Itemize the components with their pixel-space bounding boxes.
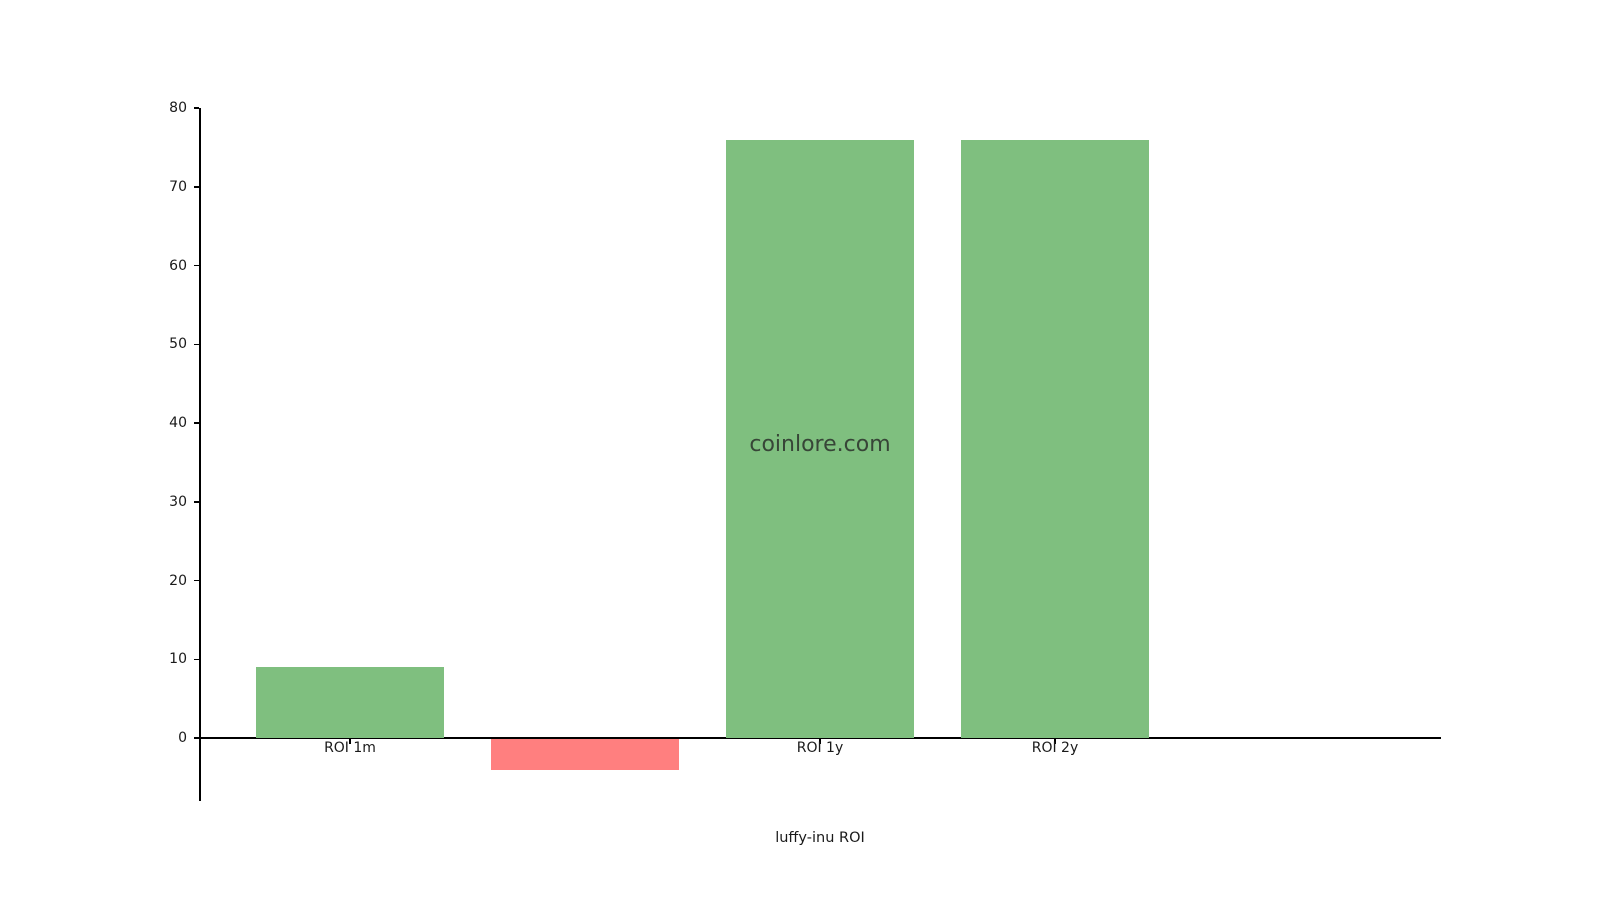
y-tick-label: 60 <box>169 257 187 274</box>
x-tick-label: ROI 2y <box>1031 740 1079 756</box>
y-tick-mark <box>194 186 199 188</box>
y-tick-mark <box>194 343 199 345</box>
x-tick-label: ROI 1m <box>324 740 376 756</box>
y-tick-label: 20 <box>169 572 187 589</box>
y-tick-label: 70 <box>169 178 187 195</box>
x-tick-mark <box>349 738 351 744</box>
bar-roi-1y <box>726 139 914 738</box>
y-tick-mark <box>194 107 199 109</box>
y-tick-mark <box>194 422 199 424</box>
x-tick-mark <box>819 738 821 744</box>
x-tick-label: ROI 1y <box>796 740 844 756</box>
bar-roi-1m <box>256 667 444 738</box>
y-tick-mark <box>194 579 199 582</box>
bar-roi-2y <box>961 139 1149 738</box>
y-tick-label: 40 <box>169 415 187 431</box>
x-tick-mark <box>1054 738 1056 744</box>
y-tick-label: 50 <box>169 336 187 353</box>
y-tick-mark <box>194 658 199 660</box>
bar-category-2 <box>491 738 679 771</box>
y-tick-label: 0 <box>178 730 187 746</box>
y-axis-line <box>199 108 201 801</box>
watermark-text: coinlore.com <box>749 432 891 457</box>
y-tick-label: 80 <box>169 100 187 116</box>
x-axis-title: luffy-inu ROI <box>775 830 865 846</box>
y-tick-label: 10 <box>169 651 187 668</box>
y-tick-mark <box>194 737 199 739</box>
y-tick-mark <box>194 501 199 503</box>
y-tick-mark <box>194 264 199 267</box>
y-tick-label: 30 <box>169 493 187 510</box>
